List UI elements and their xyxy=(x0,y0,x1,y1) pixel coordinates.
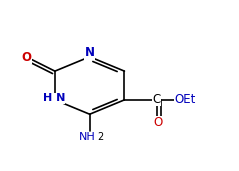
Text: N: N xyxy=(85,46,95,59)
Text: 2: 2 xyxy=(97,132,103,142)
Text: O: O xyxy=(21,51,31,64)
Text: C: C xyxy=(152,93,161,106)
Text: H N: H N xyxy=(43,93,65,103)
Text: NH: NH xyxy=(79,132,96,142)
Text: O: O xyxy=(153,116,162,129)
Text: OEt: OEt xyxy=(174,93,196,106)
